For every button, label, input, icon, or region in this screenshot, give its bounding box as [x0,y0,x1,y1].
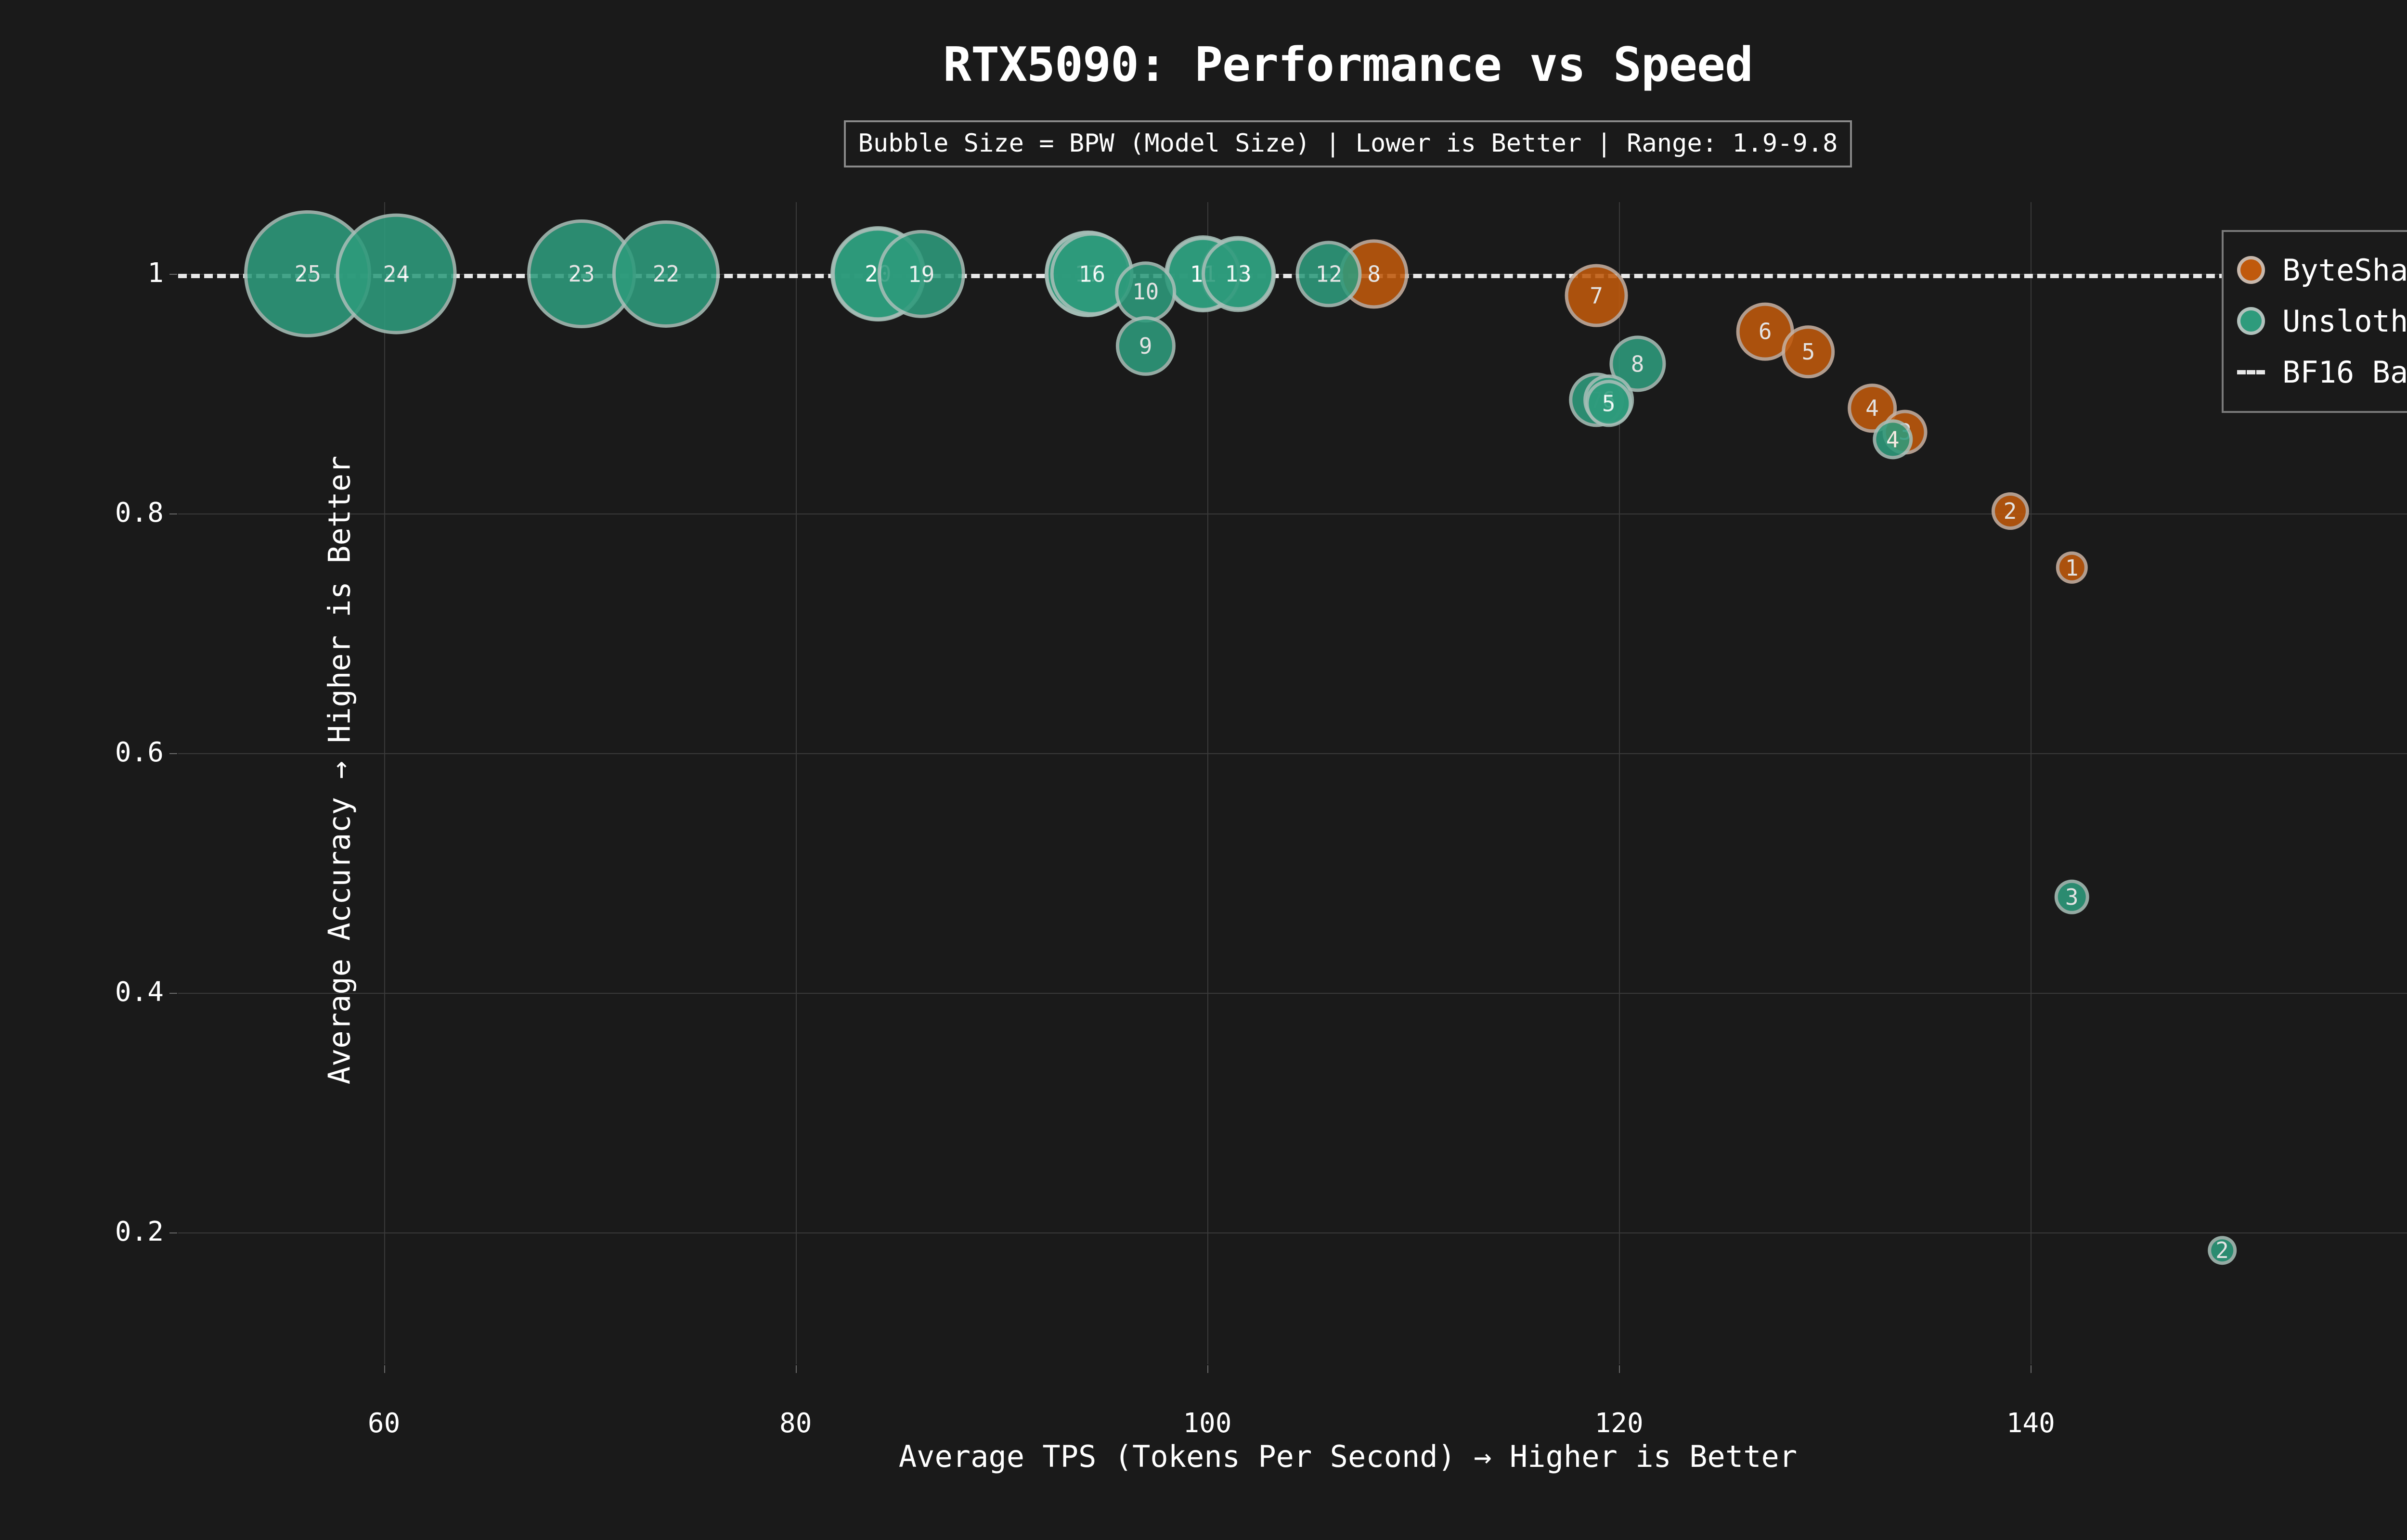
bubble-point[interactable]: 2 [1991,492,2029,530]
x-axis-tick-mark [1207,1365,1208,1373]
y-axis-tick-mark [169,274,177,275]
gridline-horizontal [178,993,2407,994]
gridline-horizontal [178,513,2407,515]
y-axis-tick-label: 1 [147,257,164,289]
bubble-label: 4 [1886,426,1900,452]
bubble-label: 25 [294,261,322,287]
bubble-label: 5 [1602,390,1616,417]
x-axis-tick-label: 120 [1594,1408,1643,1439]
bubble-point[interactable]: 5 [1585,380,1632,427]
bubble-label: 6 [1758,318,1772,345]
x-axis-tick-mark [384,1365,385,1373]
x-axis-title: Average TPS (Tokens Per Second) → Higher… [898,1439,1798,1474]
bubble-label: 9 [1139,333,1152,359]
legend-label: Unsloth [2282,303,2407,339]
bubble-label: 2 [2003,498,2017,525]
bubble-label: 2 [2215,1237,2229,1264]
bubble-point[interactable]: 24 [336,213,457,334]
gridline-horizontal [178,1232,2407,1234]
gridline-vertical [384,202,385,1364]
gridline-vertical [795,202,797,1364]
bubble-point[interactable]: 10 [1114,261,1177,323]
gridline-vertical [1207,202,1208,1364]
bubble-point[interactable]: 12 [1295,241,1362,307]
bubble-label: 23 [568,261,595,287]
bubble-point[interactable]: 1 [2056,552,2088,584]
bubble-label: 22 [652,261,680,287]
gridline-vertical [1619,202,1620,1364]
bubble-point[interactable]: 3 [2054,879,2089,915]
chart-subtitle-container: Bubble Size = BPW (Model Size) | Lower i… [0,120,2407,167]
bubble-label: 10 [1132,279,1159,305]
x-axis-tick-label: 140 [2006,1408,2055,1439]
gridline-vertical [2031,202,2032,1364]
bubble-point[interactable]: 19 [877,230,965,318]
bubble-label: 5 [1801,339,1815,365]
bubble-label: 8 [1367,261,1381,287]
x-axis-tick-mark [795,1365,797,1373]
bubble-point[interactable]: 2 [2208,1236,2237,1265]
plot-area: 2524232221201918171615141113812710968756… [178,202,2407,1364]
legend-item-bf16-baseline[interactable]: BF16 Baseline [2237,346,2407,398]
bubble-label: 1 [2065,554,2079,581]
y-axis-tick-mark [169,993,177,994]
y-axis-tick-mark [169,753,177,755]
y-axis-tick-label: 0.4 [115,976,164,1008]
bubble-label: 16 [1078,261,1106,287]
chart-legend: ByteShape Unsloth BF16 Baseline [2222,230,2407,413]
chart-title: RTX5090: Performance vs Speed [943,38,1753,92]
y-axis-tick-label: 0.8 [115,497,164,529]
x-axis-tick-label: 100 [1183,1408,1232,1439]
bubble-label: 8 [1631,351,1644,377]
legend-bubble-icon [2237,256,2265,284]
y-axis-tick-mark [169,513,177,515]
bubble-point[interactable]: 4 [1873,419,1913,460]
x-axis-tick-mark [1619,1365,1620,1373]
bubble-label: 13 [1225,261,1252,287]
legend-dashed-line-icon [2237,370,2265,374]
bubble-point[interactable]: 13 [1202,237,1275,311]
y-axis-tick-label: 0.2 [115,1216,164,1248]
bubble-label: 7 [1590,282,1603,309]
x-axis-tick-mark [2031,1365,2032,1373]
legend-bubble-icon [2237,307,2265,335]
bubble-point[interactable]: 5 [1782,325,1835,379]
bubble-label: 19 [907,261,935,287]
legend-item-byteshape[interactable]: ByteShape [2237,244,2407,295]
y-axis-title: Average Accuracy → Higher is Better [322,455,357,1085]
legend-item-unsloth[interactable]: Unsloth [2237,295,2407,346]
bubble-point[interactable]: 9 [1115,316,1176,376]
bf16-baseline-line [178,274,2407,279]
x-axis-tick-label: 160 [2384,1408,2407,1439]
y-axis-tick-label: 0.6 [115,737,164,769]
gridline-horizontal [178,753,2407,755]
bubble-point[interactable]: 22 [612,220,720,328]
legend-label: ByteShape [2282,252,2407,288]
bubble-label: 3 [2065,884,2079,911]
bubble-label: 4 [1865,395,1879,422]
bubble-point[interactable]: 7 [1565,264,1628,327]
x-axis-tick-label: 80 [779,1408,812,1439]
y-axis-tick-mark [169,1232,177,1234]
x-axis-tick-label: 60 [367,1408,401,1439]
bubble-label: 24 [383,261,410,287]
bubble-label: 12 [1315,261,1342,287]
legend-label: BF16 Baseline [2282,354,2407,390]
chart-subtitle: Bubble Size = BPW (Model Size) | Lower i… [843,120,1852,167]
